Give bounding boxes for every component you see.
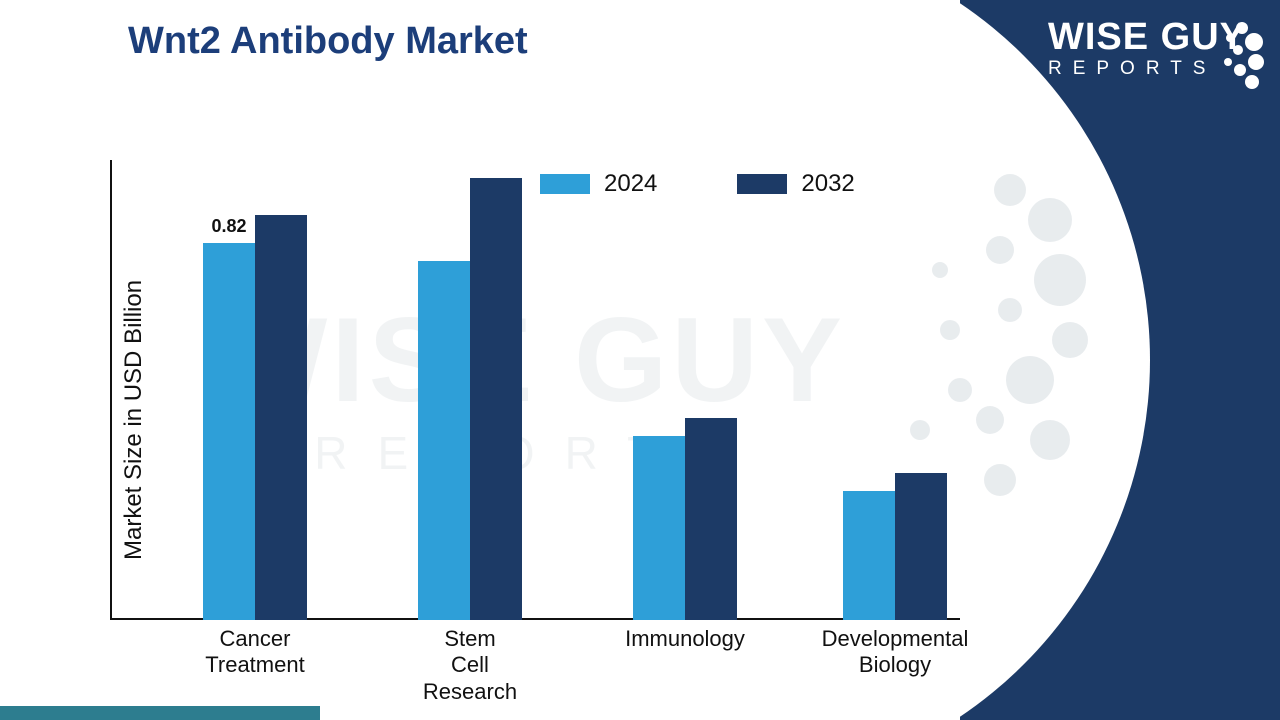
page-title: Wnt2 Antibody Market (128, 20, 528, 63)
category-label: CancerTreatment (155, 620, 355, 679)
bar (843, 491, 895, 620)
bar-group: Immunology (600, 160, 770, 620)
bar (685, 418, 737, 620)
bottom-accent-strip (0, 706, 320, 720)
y-axis-line (110, 160, 112, 620)
category-label: Immunology (585, 620, 785, 652)
bar (895, 473, 947, 620)
bar-group: DevelopmentalBiology (810, 160, 980, 620)
bar-group: CancerTreatment0.82 (170, 160, 340, 620)
bar-group: StemCellResearch (385, 160, 555, 620)
category-label: DevelopmentalBiology (795, 620, 995, 679)
category-label: StemCellResearch (370, 620, 570, 705)
plot-area: CancerTreatment0.82 StemCellResearch Immun… (110, 160, 960, 620)
bar (203, 243, 255, 620)
brand-line2: REPORTS (1048, 58, 1246, 80)
bar-chart: Market Size in USD Billion CancerTreatme… (80, 160, 960, 640)
bar (255, 215, 307, 620)
bar (418, 261, 470, 620)
value-label: 0.82 (211, 216, 246, 237)
brand-logo: WISE GUY REPORTS (1048, 18, 1246, 80)
bar (470, 178, 522, 620)
brand-line1: WISE GUY (1048, 18, 1246, 56)
bar (633, 436, 685, 620)
